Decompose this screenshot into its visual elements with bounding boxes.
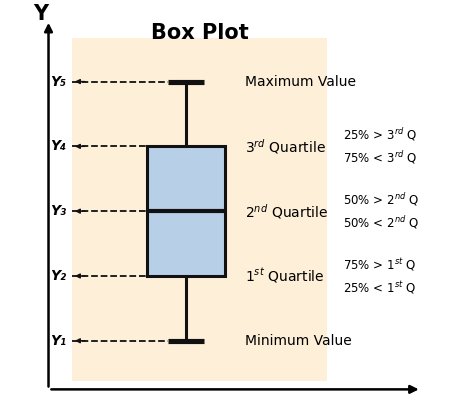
Text: Minimum Value: Minimum Value: [245, 334, 352, 348]
Text: Y₄: Y₄: [50, 139, 66, 153]
Text: 50% > 2$^{nd}$ Q: 50% > 2$^{nd}$ Q: [343, 191, 419, 208]
Text: 25% < 1$^{st}$ Q: 25% < 1$^{st}$ Q: [343, 279, 416, 296]
Text: 1$^{st}$ Quartile: 1$^{st}$ Quartile: [245, 267, 324, 285]
Text: Box Plot: Box Plot: [151, 23, 248, 43]
Text: 75% > 1$^{st}$ Q: 75% > 1$^{st}$ Q: [343, 256, 416, 273]
Text: Y₂: Y₂: [50, 269, 66, 283]
Text: Maximum Value: Maximum Value: [245, 74, 356, 89]
Text: Y₅: Y₅: [50, 74, 66, 89]
Text: 3$^{rd}$ Quartile: 3$^{rd}$ Quartile: [245, 137, 326, 156]
Bar: [146, 146, 225, 276]
Text: Y₃: Y₃: [50, 204, 66, 218]
Text: 2$^{nd}$ Quartile: 2$^{nd}$ Quartile: [245, 202, 328, 221]
Text: Y: Y: [33, 4, 48, 24]
Bar: [72, 37, 328, 381]
Text: Y₁: Y₁: [50, 334, 66, 348]
Text: 75% < 3$^{rd}$ Q: 75% < 3$^{rd}$ Q: [343, 150, 418, 167]
Text: 50% < 2$^{nd}$ Q: 50% < 2$^{nd}$ Q: [343, 214, 419, 231]
Text: 25% > 3$^{rd}$ Q: 25% > 3$^{rd}$ Q: [343, 126, 418, 143]
